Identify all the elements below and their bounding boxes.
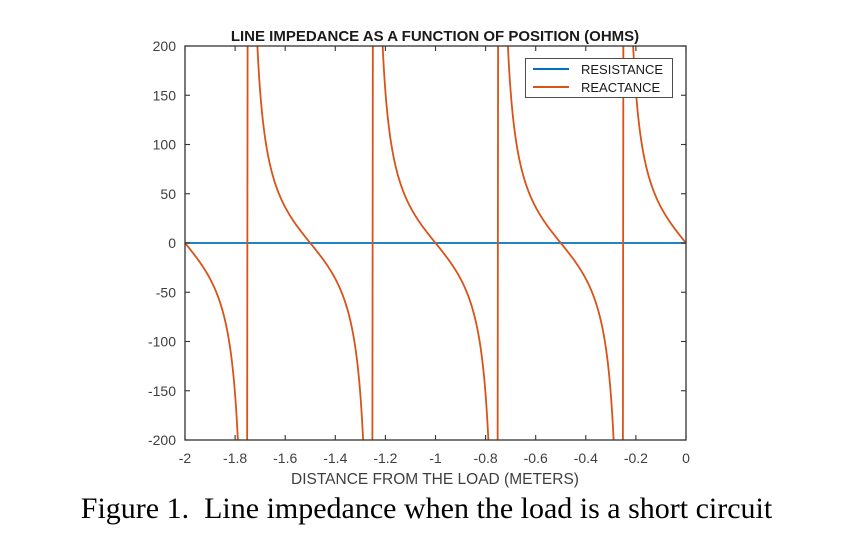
y-tick-label: 200 (153, 38, 177, 54)
y-tick-label: 100 (153, 137, 177, 153)
x-tick-label: -1.6 (273, 450, 297, 466)
x-axis-label: DISTANCE FROM THE LOAD (METERS) (291, 471, 579, 488)
y-tick-label: 0 (168, 235, 176, 251)
y-tick-label: 150 (153, 87, 177, 103)
plot-series-group (185, 46, 686, 440)
x-tick-label: -0.8 (474, 450, 498, 466)
y-tick-label: -100 (148, 334, 176, 350)
x-tick-label: -1.4 (323, 450, 347, 466)
reactance-line (185, 46, 686, 440)
resistance-line-swatch (533, 68, 569, 70)
y-tick-label: -200 (148, 432, 176, 448)
x-tick-label: -0.6 (524, 450, 548, 466)
legend-label-resistance: RESISTANCE (581, 61, 664, 77)
legend-item-reactance: REACTANCE (533, 79, 672, 95)
x-tick-label: -0.4 (574, 450, 598, 466)
reactance-line-swatch (533, 86, 569, 88)
x-tick-label: -1.2 (373, 450, 397, 466)
y-tick-label: 50 (160, 186, 176, 202)
chart-title: LINE IMPEDANCE AS A FUNCTION OF POSITION… (231, 28, 639, 45)
y-tick-label: -50 (156, 284, 176, 300)
x-tick-label: -0.2 (624, 450, 648, 466)
x-tick-label: 0 (682, 450, 690, 466)
figure-caption: Figure 1. Line impedance when the load i… (80, 492, 773, 525)
x-tick-label: -1 (429, 450, 442, 466)
x-tick-label: -2 (179, 450, 192, 466)
legend-item-resistance: RESISTANCE (533, 61, 672, 77)
x-tick-label: -1.8 (223, 450, 247, 466)
legend-label-reactance: REACTANCE (581, 79, 661, 95)
impedance-chart: LINE IMPEDANCE AS A FUNCTION OF POSITION… (148, 28, 690, 488)
y-tick-label: -150 (148, 383, 176, 399)
legend: RESISTANCE REACTANCE (525, 58, 673, 98)
